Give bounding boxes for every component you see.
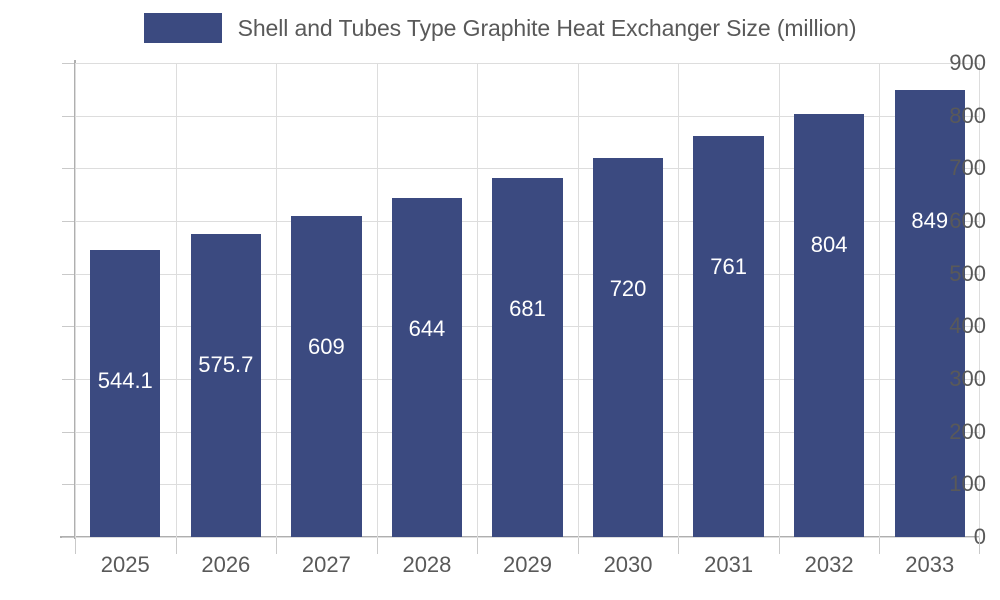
bar-value-label: 849 — [911, 207, 949, 233]
y-tick-mark — [62, 115, 74, 117]
gridline-vertical — [377, 63, 378, 537]
x-axis-tick-label: 2030 — [603, 552, 653, 577]
x-axis-tick-label: 2027 — [301, 552, 351, 577]
plot-area: 544.1 575.7 609 644 681 720 761 804 849 — [75, 63, 980, 538]
y-axis-tick-label: 400 — [949, 313, 986, 339]
y-axis-tick-label: 700 — [949, 155, 986, 181]
x-axis-tick-label: 2032 — [804, 552, 854, 577]
chart-legend: Shell and Tubes Type Graphite Heat Excha… — [0, 0, 1000, 56]
y-axis-tick-label: 500 — [949, 260, 986, 286]
gridline-vertical — [879, 63, 880, 537]
gridline-vertical — [578, 63, 579, 537]
bar[interactable] — [190, 233, 261, 537]
y-axis-tick-label: 0 — [973, 524, 986, 549]
x-axis-tick-label: 2033 — [905, 552, 955, 577]
x-tick-mark — [176, 538, 177, 554]
x-tick-mark — [75, 538, 76, 554]
y-axis-tick-label: 800 — [949, 102, 986, 128]
legend-label: Shell and Tubes Type Graphite Heat Excha… — [237, 14, 857, 41]
y-axis-tick-label: 600 — [949, 208, 986, 233]
bar[interactable] — [793, 113, 865, 537]
legend-entry[interactable]: Shell and Tubes Type Graphite Heat Excha… — [143, 13, 857, 43]
bar-value-label: 544.1 — [97, 368, 153, 394]
bar-value-label: 804 — [810, 231, 848, 257]
bar[interactable] — [693, 136, 764, 537]
y-tick-mark — [62, 63, 74, 64]
gridline-vertical — [779, 63, 780, 537]
legend-color-swatch — [143, 13, 222, 43]
y-tick-mark — [62, 326, 74, 328]
gridline-horizontal — [75, 168, 980, 170]
x-axis-tick-label: 2031 — [704, 552, 754, 577]
y-tick-mark — [62, 168, 74, 170]
x-tick-mark — [578, 538, 579, 554]
bar[interactable] — [391, 197, 463, 537]
y-tick-mark — [62, 273, 74, 275]
bar-value-label: 609 — [308, 334, 345, 360]
gridline-vertical — [678, 63, 679, 537]
bar-value-label: 644 — [408, 315, 446, 341]
gridline-horizontal — [75, 537, 980, 538]
gridline-vertical — [276, 63, 277, 537]
y-tick-mark — [62, 484, 74, 486]
x-tick-mark — [979, 538, 980, 554]
bar[interactable] — [592, 157, 664, 537]
x-tick-mark — [678, 538, 679, 554]
bar-value-label: 761 — [710, 254, 747, 280]
gridline-vertical — [75, 63, 76, 537]
y-tick-mark — [62, 379, 74, 380]
y-axis-tick-label: 200 — [949, 418, 986, 444]
x-axis-tick-label: 2026 — [201, 552, 251, 577]
x-axis-tick-label: 2028 — [402, 552, 452, 577]
y-tick-mark — [62, 537, 74, 538]
y-axis-tick-label: 100 — [949, 471, 986, 497]
gridline-vertical — [979, 63, 980, 537]
x-tick-mark — [779, 538, 780, 554]
gridline-vertical — [477, 63, 478, 537]
y-axis-tick-label: 300 — [949, 366, 986, 391]
bar-value-label: 720 — [609, 275, 647, 301]
x-tick-mark — [276, 538, 277, 554]
x-axis-tick-label: 2025 — [100, 552, 150, 577]
gridline-horizontal — [75, 63, 980, 64]
bar[interactable] — [291, 216, 362, 537]
bar[interactable] — [492, 178, 563, 537]
bar[interactable] — [894, 89, 965, 537]
x-axis-tick-label: 2029 — [503, 552, 552, 577]
gridline-horizontal — [75, 115, 980, 117]
bar[interactable] — [90, 250, 161, 537]
gridline-vertical — [176, 63, 177, 537]
y-tick-mark — [62, 431, 74, 433]
bar-value-label: 681 — [509, 296, 546, 322]
x-tick-mark — [477, 538, 478, 554]
y-axis-tick-label: 900 — [949, 50, 986, 75]
x-tick-mark — [879, 538, 880, 554]
y-tick-mark — [62, 221, 74, 222]
bar-value-label: 575.7 — [198, 351, 254, 377]
x-tick-mark — [377, 538, 378, 554]
